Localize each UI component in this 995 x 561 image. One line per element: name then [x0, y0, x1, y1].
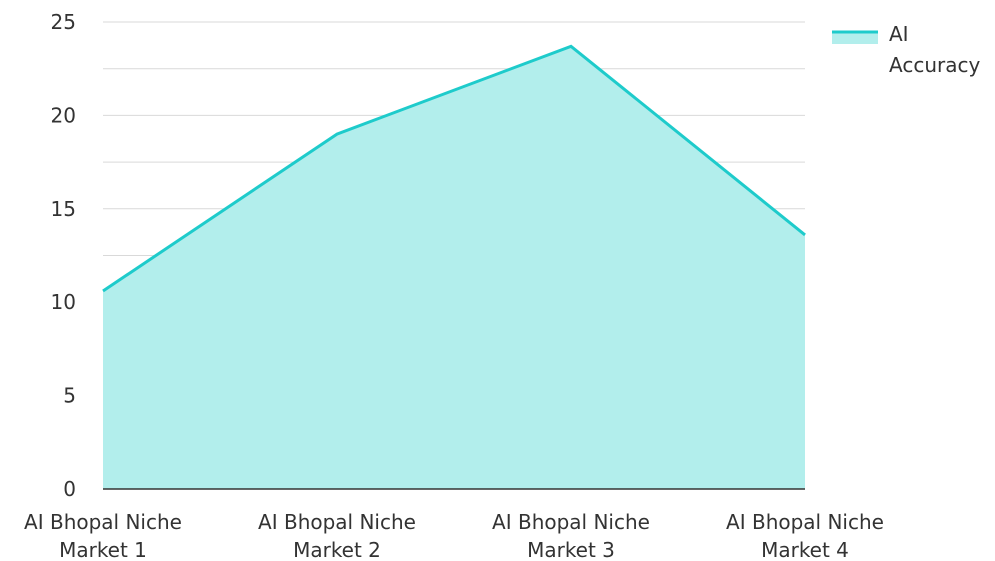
y-tick-label: 5	[63, 384, 76, 408]
area-fill	[103, 46, 805, 490]
x-tick-label: AI Bhopal Niche Market 3	[492, 510, 650, 561]
legend-swatch-fill	[832, 32, 878, 44]
y-axis-ticks: 0 5 10 15 20 25	[51, 10, 76, 501]
area-layer	[102, 44, 806, 490]
y-tick-label: 15	[51, 197, 76, 221]
x-tick-label: AI Bhopal Niche Market 4	[726, 510, 884, 561]
y-tick-label: 20	[51, 103, 76, 127]
x-axis-ticks: AI Bhopal Niche Market 1 AI Bhopal Niche Ma…	[24, 510, 884, 561]
y-tick-label: 25	[51, 10, 76, 34]
x-tick-label: AI Bhopal Niche Market 2	[258, 510, 416, 561]
series-line	[102, 44, 806, 293]
y-tick-label: 0	[63, 477, 76, 501]
legend: AI Accuracy	[832, 22, 980, 77]
y-tick-label: 10	[51, 290, 76, 314]
legend-label: AI Accuracy	[889, 22, 980, 77]
x-tick-label: AI Bhopal Niche Market 1	[24, 510, 182, 561]
